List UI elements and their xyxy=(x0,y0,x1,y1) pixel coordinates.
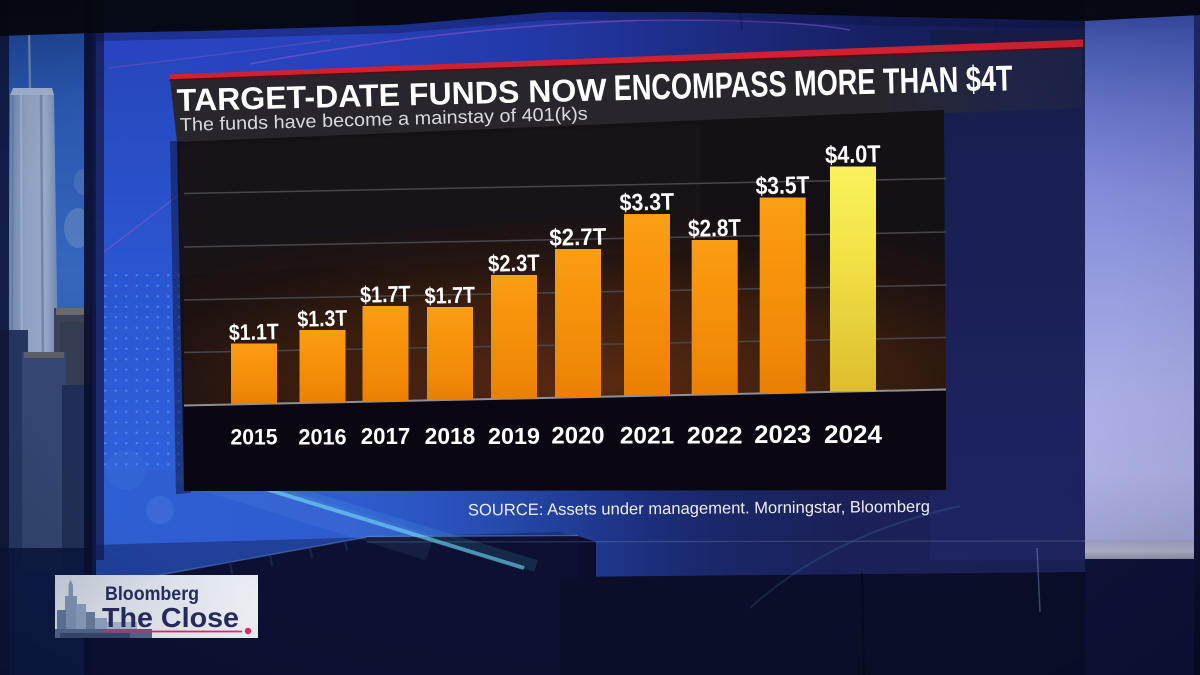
svg-text:2018: 2018 xyxy=(425,423,476,449)
svg-text:2020: 2020 xyxy=(551,424,604,450)
svg-text:2016: 2016 xyxy=(298,424,346,449)
svg-text:SOURCE: Assets under managemen: SOURCE: Assets under management. Morning… xyxy=(468,498,930,520)
svg-text:Bloomberg: Bloomberg xyxy=(105,584,199,605)
svg-text:2021: 2021 xyxy=(620,423,674,450)
svg-text:2015: 2015 xyxy=(231,425,278,450)
svg-text:$1.7T: $1.7T xyxy=(360,281,411,308)
svg-text:2019: 2019 xyxy=(488,423,540,449)
svg-text:$4.0T: $4.0T xyxy=(825,141,881,169)
svg-text:2022: 2022 xyxy=(687,422,743,449)
svg-text:$1.7T: $1.7T xyxy=(424,282,475,309)
svg-text:The Close: The Close xyxy=(102,602,239,633)
svg-text:2023: 2023 xyxy=(754,422,811,449)
svg-text:$1.3T: $1.3T xyxy=(297,306,348,332)
svg-text:$3.5T: $3.5T xyxy=(755,172,810,200)
svg-text:$1.1T: $1.1T xyxy=(229,319,280,345)
svg-text:$2.7T: $2.7T xyxy=(549,224,607,252)
svg-text:2024: 2024 xyxy=(824,421,882,449)
svg-text:$2.3T: $2.3T xyxy=(488,250,541,277)
svg-text:$3.3T: $3.3T xyxy=(619,189,674,217)
svg-text:ENCOMPASS MORE THAN $4T: ENCOMPASS MORE THAN $4T xyxy=(613,57,1013,108)
svg-text:$2.8T: $2.8T xyxy=(688,215,742,243)
svg-text:2017: 2017 xyxy=(361,423,410,449)
